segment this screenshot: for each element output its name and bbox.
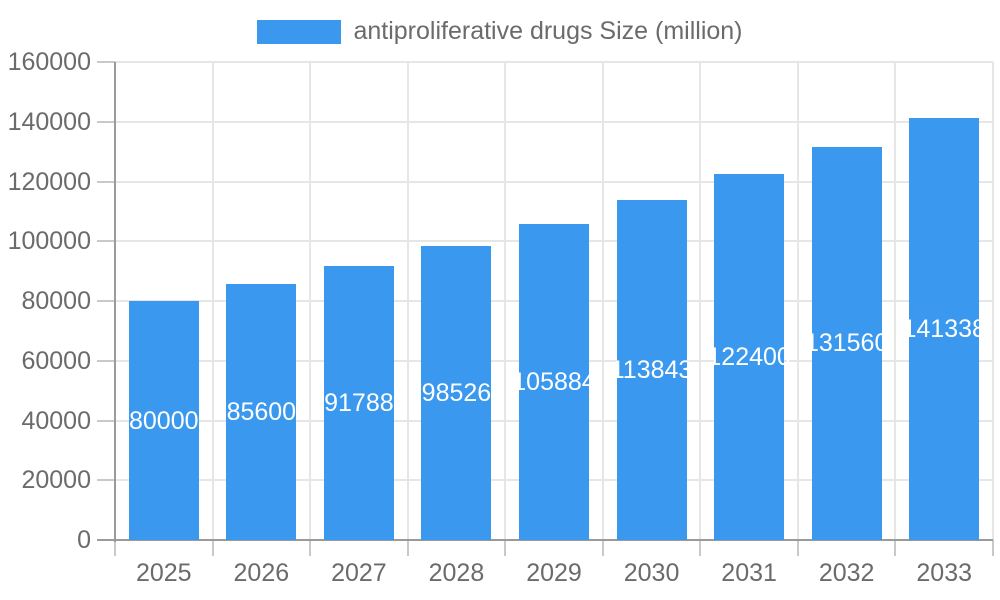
y-gridline bbox=[115, 61, 993, 63]
legend-label: antiproliferative drugs Size (million) bbox=[353, 17, 743, 45]
x-gridline bbox=[796, 62, 799, 540]
y-axis-label: 80000 bbox=[21, 287, 91, 315]
x-tick bbox=[406, 540, 409, 556]
y-gridline bbox=[115, 180, 993, 183]
y-tick bbox=[97, 419, 115, 422]
y-gridline bbox=[115, 120, 993, 123]
y-axis-label: 60000 bbox=[21, 346, 91, 375]
y-axis-label: 20000 bbox=[21, 466, 91, 495]
y-axis-label: 100000 bbox=[7, 227, 91, 256]
chart-legend[interactable]: antiproliferative drugs Size (million) bbox=[0, 17, 1000, 46]
bar-2027[interactable] bbox=[323, 265, 394, 540]
x-axis-label: 2029 bbox=[526, 559, 582, 587]
x-axis-line bbox=[97, 539, 993, 541]
x-gridline bbox=[894, 62, 897, 540]
x-axis-label: 2033 bbox=[916, 559, 973, 587]
x-tick bbox=[992, 540, 994, 556]
y-tick bbox=[97, 300, 115, 302]
bar-2030[interactable] bbox=[616, 199, 687, 540]
x-gridline bbox=[406, 62, 409, 540]
bar-2031[interactable] bbox=[714, 174, 785, 540]
bar-2033[interactable] bbox=[909, 117, 980, 540]
x-axis-label: 2026 bbox=[233, 559, 290, 587]
x-gridline bbox=[211, 62, 214, 540]
x-tick bbox=[894, 540, 897, 556]
y-tick bbox=[97, 120, 115, 123]
y-axis-label: 120000 bbox=[7, 167, 91, 196]
x-tick bbox=[699, 540, 702, 556]
y-axis-label: 140000 bbox=[7, 107, 91, 136]
y-axis-label: 0 bbox=[77, 526, 91, 554]
bar-2032[interactable] bbox=[811, 146, 882, 540]
y-tick bbox=[97, 61, 115, 63]
x-gridline bbox=[504, 62, 507, 540]
x-tick bbox=[796, 540, 799, 556]
x-axis-label: 2025 bbox=[135, 559, 192, 587]
x-axis-label: 2030 bbox=[623, 559, 680, 587]
y-axis-line bbox=[114, 62, 116, 542]
bar-2029[interactable] bbox=[519, 223, 589, 540]
bar-2026[interactable] bbox=[226, 284, 297, 540]
x-axis-label: 2032 bbox=[818, 559, 875, 587]
x-tick bbox=[114, 540, 116, 556]
x-tick bbox=[504, 540, 507, 556]
x-gridline bbox=[992, 62, 994, 540]
x-gridline bbox=[699, 62, 702, 540]
x-tick bbox=[601, 540, 604, 556]
y-tick bbox=[97, 359, 115, 362]
x-axis-label: 2027 bbox=[331, 559, 387, 587]
bar-2025[interactable] bbox=[128, 301, 199, 540]
y-tick bbox=[97, 240, 115, 243]
x-axis-label: 2031 bbox=[721, 559, 777, 587]
x-tick bbox=[211, 540, 214, 556]
bar-2028[interactable] bbox=[421, 245, 492, 540]
y-tick bbox=[97, 180, 115, 183]
x-gridline bbox=[601, 62, 604, 540]
y-axis-label: 160000 bbox=[7, 48, 91, 76]
x-tick bbox=[309, 540, 312, 556]
legend-swatch bbox=[257, 19, 342, 44]
x-gridline bbox=[309, 62, 312, 540]
x-axis-label: 2028 bbox=[428, 559, 485, 587]
y-tick bbox=[97, 479, 115, 482]
y-axis-label: 40000 bbox=[21, 406, 91, 435]
